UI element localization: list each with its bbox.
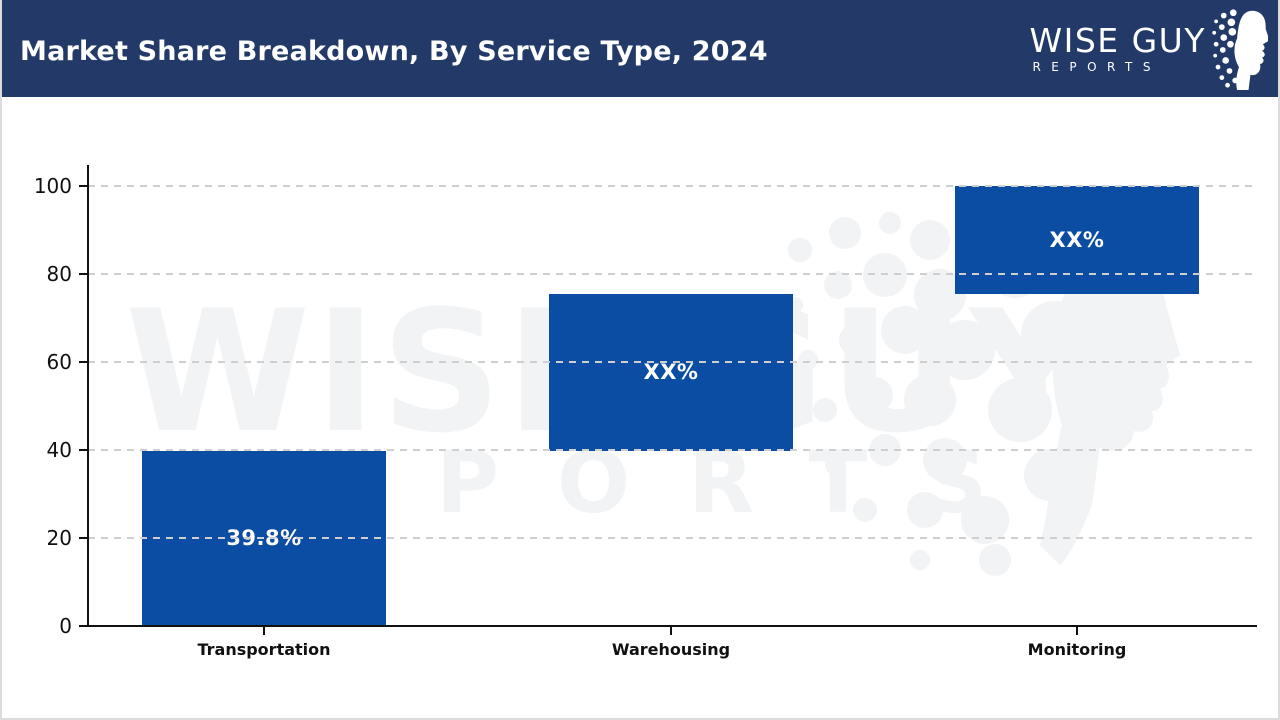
dotted-face-profile-watermark (787, 212, 1180, 576)
y-axis-tick-label: 100 (33, 174, 72, 198)
y-axis-tick (79, 273, 88, 275)
y-axis-tick-label: 60 (46, 350, 72, 374)
y-axis-tick (79, 185, 88, 187)
bar-value-label: XX% (643, 360, 699, 385)
bar-value-label: XX% (1049, 227, 1105, 252)
x-axis-label: Monitoring (1027, 640, 1127, 659)
x-axis-line (87, 625, 1257, 627)
bar-monitoring: XX% (955, 186, 1199, 294)
x-axis-label: Warehousing (611, 640, 731, 659)
y-axis-tick-label: 80 (46, 262, 72, 286)
y-axis-tick (79, 625, 88, 627)
brand-name: WISE GUY (1029, 21, 1206, 60)
y-axis-line (87, 165, 89, 627)
gridline (88, 449, 1256, 451)
brand-subname: REPORTS (1032, 60, 1161, 74)
gridline (88, 361, 1256, 363)
x-axis-label: Transportation (197, 640, 331, 659)
header: Market Share Breakdown, By Service Type,… (0, 0, 1280, 97)
gridline (88, 537, 1256, 539)
gridline (88, 185, 1256, 187)
brand-text: WISE GUY REPORTS (1029, 24, 1206, 73)
y-axis-tick-label: 20 (46, 526, 72, 550)
page-title: Market Share Breakdown, By Service Type,… (20, 36, 768, 67)
y-axis-tick (79, 537, 88, 539)
gridline (88, 273, 1256, 275)
dotted-face-profile-icon (1212, 8, 1268, 90)
brand-logo: WISE GUY REPORTS (1029, 8, 1268, 90)
x-axis-tick (670, 627, 672, 635)
y-axis-tick (79, 361, 88, 363)
y-axis-tick-label: 40 (46, 438, 72, 462)
bar-warehousing: XX% (549, 293, 793, 451)
x-axis-tick (263, 627, 265, 635)
y-axis-tick-label: 0 (59, 614, 72, 638)
x-axis-tick (1076, 627, 1078, 635)
y-axis-tick (79, 449, 88, 451)
